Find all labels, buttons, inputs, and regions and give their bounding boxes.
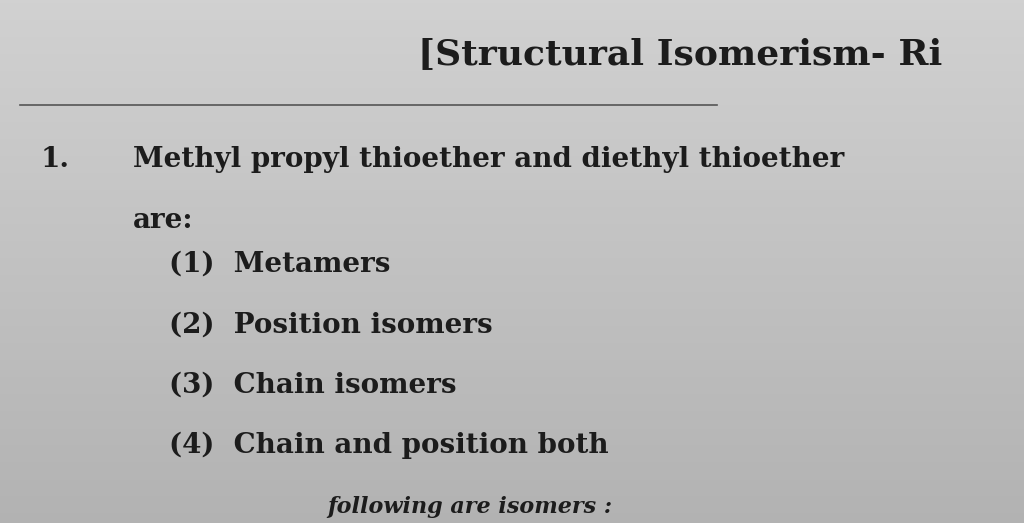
Text: [Structural Isomerism- Ri: [Structural Isomerism- Ri xyxy=(418,37,942,71)
Text: (2)  Position isomers: (2) Position isomers xyxy=(169,311,493,338)
Text: 1.: 1. xyxy=(41,146,70,174)
Text: following are isomers :: following are isomers : xyxy=(328,496,612,518)
Text: (1)  Metamers: (1) Metamers xyxy=(169,251,390,278)
Text: (4)  Chain and position both: (4) Chain and position both xyxy=(169,431,608,459)
Text: are:: are: xyxy=(133,207,194,234)
Text: (3)  Chain isomers: (3) Chain isomers xyxy=(169,371,457,399)
Text: Methyl propyl thioether and diethyl thioether: Methyl propyl thioether and diethyl thio… xyxy=(133,146,845,174)
